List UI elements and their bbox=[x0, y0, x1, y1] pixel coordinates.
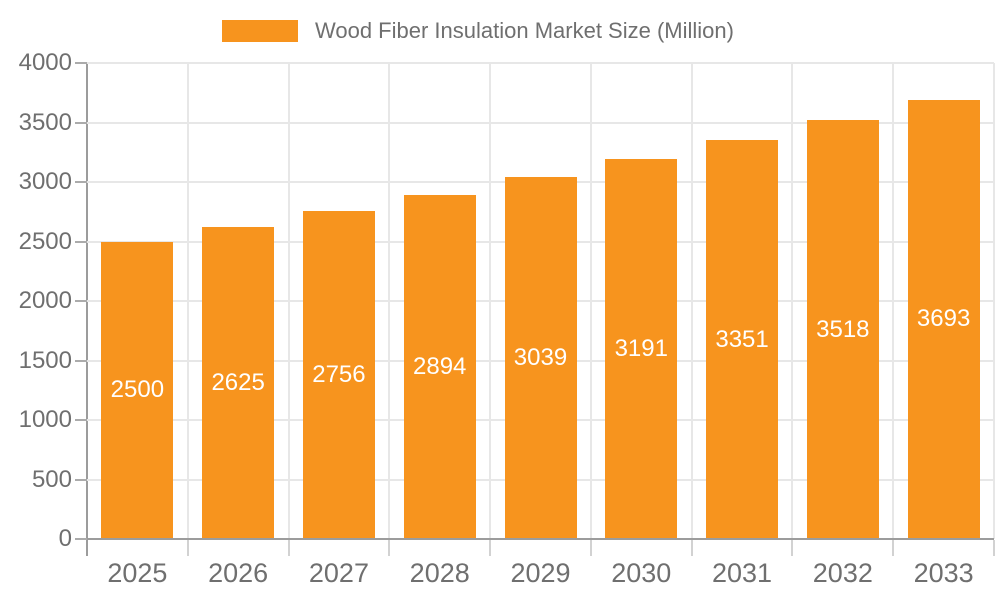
vertical-gridline bbox=[388, 63, 391, 539]
y-axis-tick bbox=[75, 478, 87, 481]
horizontal-gridline bbox=[87, 121, 994, 124]
legend-label: Wood Fiber Insulation Market Size (Milli… bbox=[315, 18, 734, 43]
horizontal-gridline bbox=[87, 62, 994, 64]
legend-swatch-icon bbox=[222, 20, 298, 42]
y-axis-tick bbox=[75, 300, 87, 302]
vertical-gridline bbox=[489, 63, 492, 539]
y-axis-line bbox=[86, 63, 88, 556]
y-axis-tick-label: 4000 bbox=[18, 49, 72, 76]
x-axis-tick bbox=[388, 540, 391, 556]
vertical-gridline bbox=[690, 63, 693, 539]
y-axis-tick-label: 3000 bbox=[18, 168, 72, 195]
y-axis-tick-label: 2500 bbox=[18, 227, 72, 255]
x-axis-tick bbox=[993, 540, 995, 556]
x-axis-tick bbox=[690, 540, 693, 556]
x-axis-tick bbox=[589, 540, 592, 556]
x-axis-tick-label: 2032 bbox=[812, 558, 873, 588]
bar[interactable]: 2756 bbox=[302, 211, 375, 539]
y-axis-tick-label: 1000 bbox=[18, 406, 72, 433]
x-axis-tick bbox=[892, 540, 895, 556]
bar-value-label: 2894 bbox=[413, 352, 467, 380]
y-axis-tick-label: 500 bbox=[31, 465, 72, 493]
x-axis-tick-label: 2029 bbox=[510, 558, 571, 588]
y-axis-tick bbox=[75, 419, 87, 421]
bar-value-label: 3693 bbox=[916, 305, 971, 333]
plot-area: 2500 2625 2756 2894 3039 3191 3351 3518 3693 bbox=[87, 62, 995, 539]
x-axis-tick bbox=[186, 540, 189, 556]
x-axis-tick-label: 2027 bbox=[308, 558, 369, 588]
bar[interactable]: 3039 bbox=[504, 177, 577, 539]
y-axis-tick bbox=[75, 538, 87, 540]
vertical-gridline bbox=[186, 63, 189, 539]
y-axis-tick-label: 1500 bbox=[18, 346, 72, 374]
y-axis-tick bbox=[75, 62, 87, 64]
y-axis-tick bbox=[75, 359, 87, 362]
bar[interactable]: 3191 bbox=[605, 159, 678, 539]
x-axis-tick bbox=[287, 540, 290, 556]
x-axis-tick-label: 2025 bbox=[107, 558, 168, 588]
bar-value-label: 3351 bbox=[715, 325, 769, 353]
y-axis-tick bbox=[75, 240, 87, 243]
vertical-gridline bbox=[287, 63, 290, 539]
bar-value-label: 3039 bbox=[513, 344, 568, 372]
y-axis-tick-label: 2000 bbox=[18, 287, 72, 314]
y-axis-tick-label: 3500 bbox=[18, 108, 72, 136]
x-axis-tick-label: 2028 bbox=[409, 558, 470, 588]
x-axis-tick bbox=[791, 540, 794, 556]
vertical-gridline bbox=[993, 63, 995, 539]
bar[interactable]: 3518 bbox=[806, 120, 879, 539]
vertical-gridline bbox=[589, 63, 592, 539]
x-axis-tick bbox=[489, 540, 492, 556]
vertical-gridline bbox=[791, 63, 794, 539]
bar[interactable]: 2500 bbox=[101, 241, 174, 539]
x-axis-tick bbox=[86, 540, 88, 556]
y-axis-tick-label: 0 bbox=[58, 525, 72, 552]
x-axis-line bbox=[87, 538, 994, 540]
y-axis-tick bbox=[75, 121, 87, 124]
bar-value-label: 3191 bbox=[614, 335, 668, 363]
vertical-gridline bbox=[892, 63, 895, 539]
bar-value-label: 2756 bbox=[312, 361, 366, 389]
x-axis-tick-label: 2033 bbox=[913, 558, 974, 588]
x-axis-tick-label: 2030 bbox=[611, 558, 672, 588]
y-axis-tick bbox=[75, 181, 87, 183]
bar[interactable]: 3351 bbox=[706, 140, 779, 539]
bar-value-label: 2625 bbox=[211, 368, 265, 396]
x-axis-tick-label: 2031 bbox=[712, 558, 773, 588]
x-axis-tick-label: 2026 bbox=[208, 558, 269, 588]
bar[interactable]: 3693 bbox=[907, 99, 980, 539]
bar-value-label: 3518 bbox=[816, 315, 870, 343]
bar[interactable]: 2894 bbox=[403, 194, 476, 539]
legend-item[interactable]: Wood Fiber Insulation Market Size (Milli… bbox=[222, 17, 734, 45]
bar[interactable]: 2625 bbox=[202, 226, 275, 539]
bar-value-label: 2500 bbox=[110, 376, 165, 404]
